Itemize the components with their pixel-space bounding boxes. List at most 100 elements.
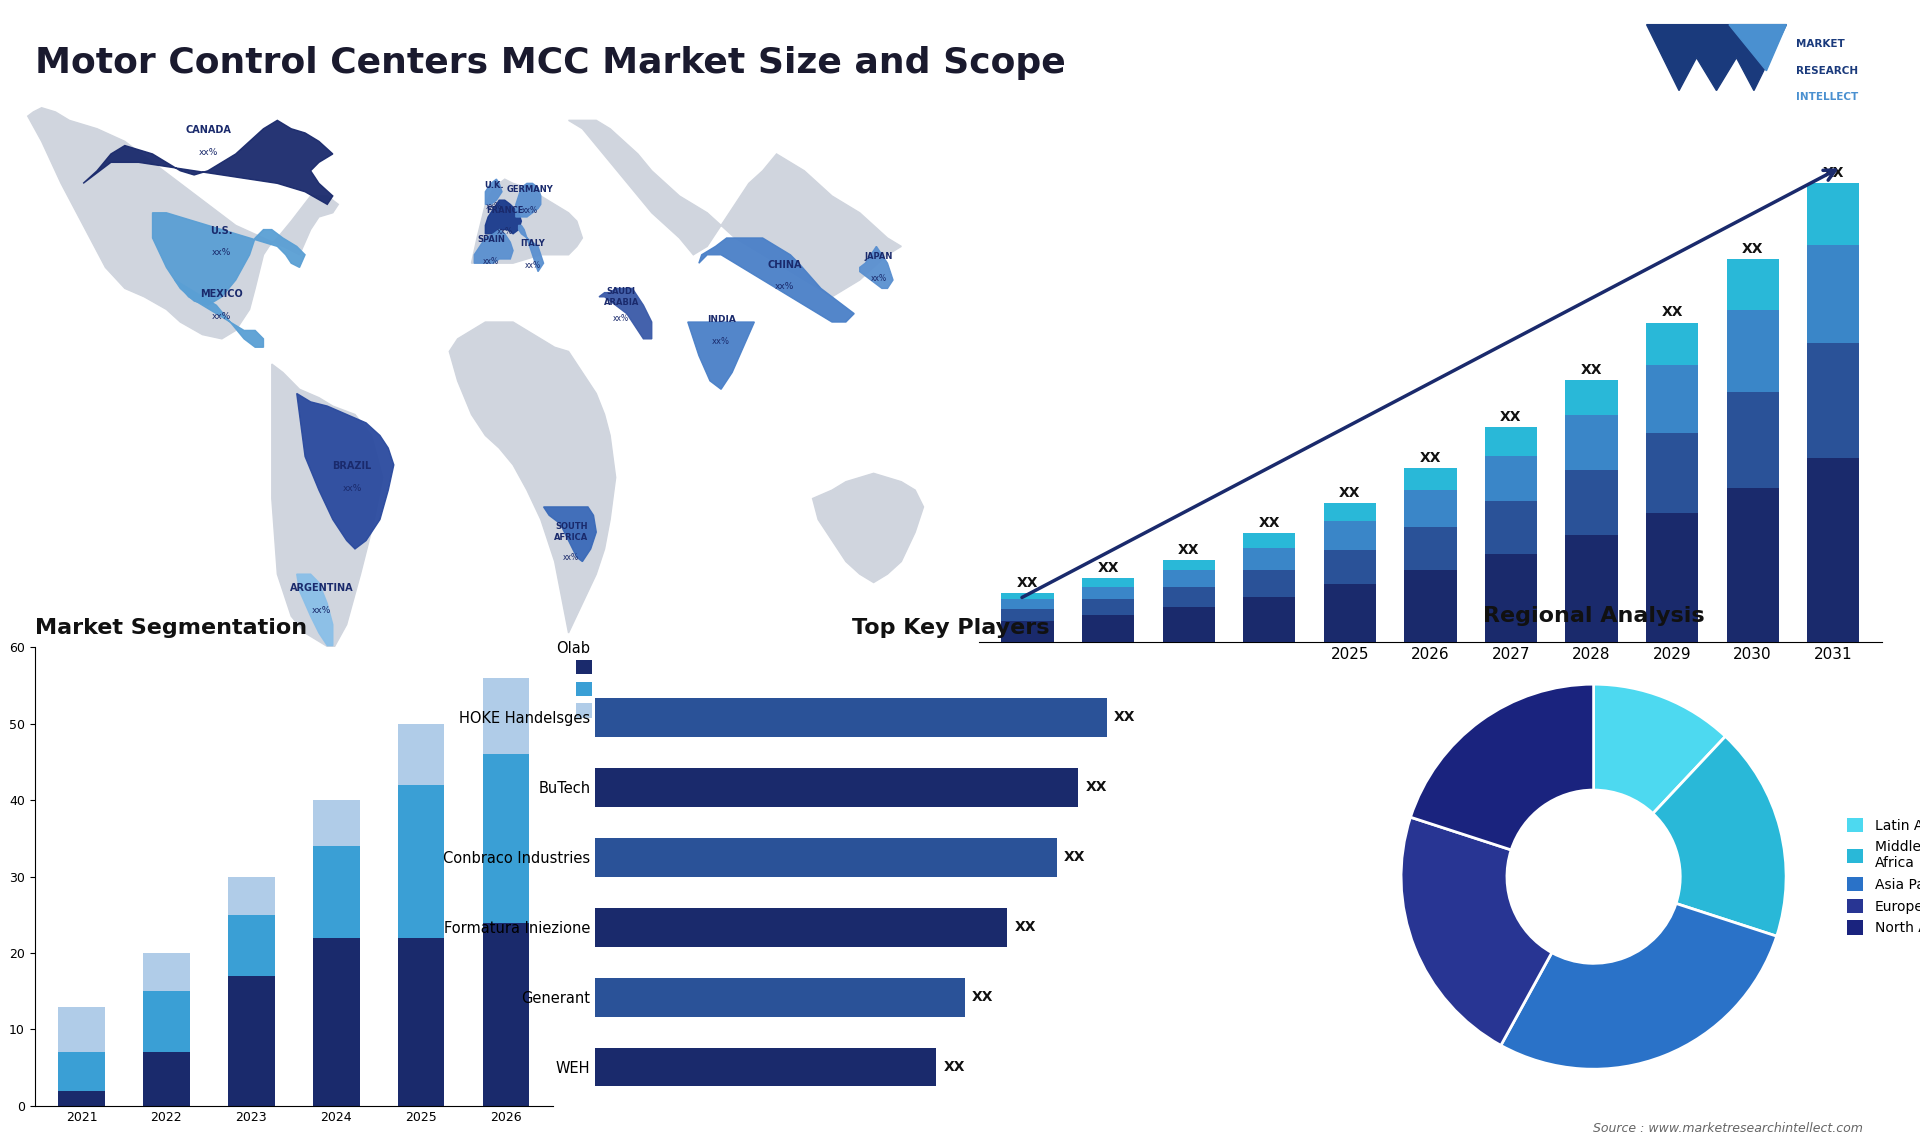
Polygon shape	[298, 393, 394, 549]
Wedge shape	[1594, 684, 1726, 814]
Polygon shape	[472, 179, 582, 264]
Text: FRANCE: FRANCE	[486, 206, 524, 215]
Text: XX: XX	[1085, 780, 1106, 794]
Text: XX: XX	[972, 990, 993, 1004]
Bar	[1002, 592, 1054, 598]
Text: XX: XX	[1338, 486, 1361, 500]
Polygon shape	[175, 280, 263, 347]
Polygon shape	[860, 246, 893, 289]
Bar	[1404, 527, 1457, 570]
Bar	[482, 754, 530, 923]
Polygon shape	[568, 120, 900, 297]
Bar	[1807, 457, 1859, 642]
Polygon shape	[516, 183, 541, 217]
Polygon shape	[474, 229, 513, 264]
Bar	[1162, 587, 1215, 607]
Bar	[142, 953, 190, 991]
Text: XX: XX	[1822, 166, 1843, 180]
Bar	[1645, 366, 1699, 433]
Text: XX: XX	[1580, 363, 1603, 377]
Bar	[1323, 584, 1377, 642]
Text: XX: XX	[1419, 450, 1442, 465]
Polygon shape	[273, 364, 382, 650]
Bar	[1404, 490, 1457, 527]
Polygon shape	[687, 322, 755, 390]
Bar	[1083, 579, 1135, 587]
Text: XX: XX	[1018, 575, 1039, 589]
Text: xx%: xx%	[486, 202, 501, 211]
Bar	[313, 800, 359, 846]
Text: XX: XX	[1179, 543, 1200, 557]
Bar	[1645, 433, 1699, 513]
Bar	[482, 923, 530, 1106]
Text: Motor Control Centers MCC Market Size and Scope: Motor Control Centers MCC Market Size an…	[35, 46, 1066, 80]
Bar	[1807, 343, 1859, 457]
Text: XX: XX	[1114, 711, 1135, 724]
Bar	[1242, 597, 1296, 642]
Bar	[228, 877, 275, 915]
Text: XX: XX	[1014, 920, 1035, 934]
Wedge shape	[1653, 737, 1786, 936]
Text: xx%: xx%	[213, 312, 232, 321]
Bar	[1404, 570, 1457, 642]
Bar	[58, 1052, 106, 1091]
Text: XX: XX	[943, 1060, 964, 1074]
Text: xx%: xx%	[776, 282, 795, 291]
Text: XX: XX	[1741, 242, 1763, 256]
Bar	[313, 846, 359, 937]
Bar	[1807, 183, 1859, 245]
Polygon shape	[812, 473, 924, 582]
Polygon shape	[486, 201, 522, 234]
Bar	[1484, 455, 1538, 501]
Bar	[1726, 311, 1778, 392]
Bar	[1484, 501, 1538, 554]
Bar	[1645, 322, 1699, 366]
Bar	[482, 678, 530, 754]
Text: CHINA: CHINA	[768, 259, 803, 269]
Bar	[595, 1047, 937, 1086]
Bar	[142, 991, 190, 1052]
Text: xx%: xx%	[342, 484, 361, 493]
Bar	[1726, 392, 1778, 488]
Bar	[1484, 426, 1538, 455]
Text: XX: XX	[1500, 410, 1523, 424]
Bar	[1083, 587, 1135, 598]
Bar	[228, 915, 275, 976]
Text: U.S.: U.S.	[211, 226, 232, 236]
Text: SPAIN: SPAIN	[476, 235, 505, 244]
Text: xx%: xx%	[522, 206, 538, 215]
Bar	[1323, 503, 1377, 521]
Polygon shape	[543, 507, 597, 562]
Text: Market Segmentation: Market Segmentation	[35, 618, 307, 637]
Bar	[1242, 548, 1296, 570]
Text: xx%: xx%	[313, 605, 332, 614]
Polygon shape	[599, 289, 651, 339]
Legend: Type, Application, Geography: Type, Application, Geography	[570, 654, 687, 724]
Bar	[397, 724, 445, 785]
Bar	[1726, 488, 1778, 642]
Bar	[1002, 621, 1054, 642]
Text: GERMANY: GERMANY	[507, 185, 553, 194]
Text: MEXICO: MEXICO	[200, 289, 244, 299]
Text: MARKET: MARKET	[1797, 39, 1845, 49]
Text: JAPAN: JAPAN	[864, 252, 893, 261]
Polygon shape	[152, 213, 305, 305]
Legend: Latin America, Middle East &
Africa, Asia Pacific, Europe, North America: Latin America, Middle East & Africa, Asi…	[1841, 813, 1920, 941]
Bar	[595, 908, 1008, 947]
Bar	[1242, 570, 1296, 597]
Text: SAUDI
ARABIA: SAUDI ARABIA	[603, 288, 639, 306]
Bar	[1565, 535, 1619, 642]
Bar	[595, 768, 1079, 807]
Bar	[58, 1006, 106, 1052]
Text: XX: XX	[1258, 516, 1281, 531]
Bar	[313, 937, 359, 1106]
Bar	[1645, 513, 1699, 642]
Wedge shape	[1501, 903, 1776, 1069]
Polygon shape	[27, 108, 338, 339]
Wedge shape	[1402, 817, 1551, 1045]
Bar	[1083, 598, 1135, 615]
Text: XX: XX	[1098, 562, 1119, 575]
Bar	[1323, 550, 1377, 584]
Text: ITALY: ITALY	[520, 240, 545, 249]
Polygon shape	[298, 574, 332, 645]
